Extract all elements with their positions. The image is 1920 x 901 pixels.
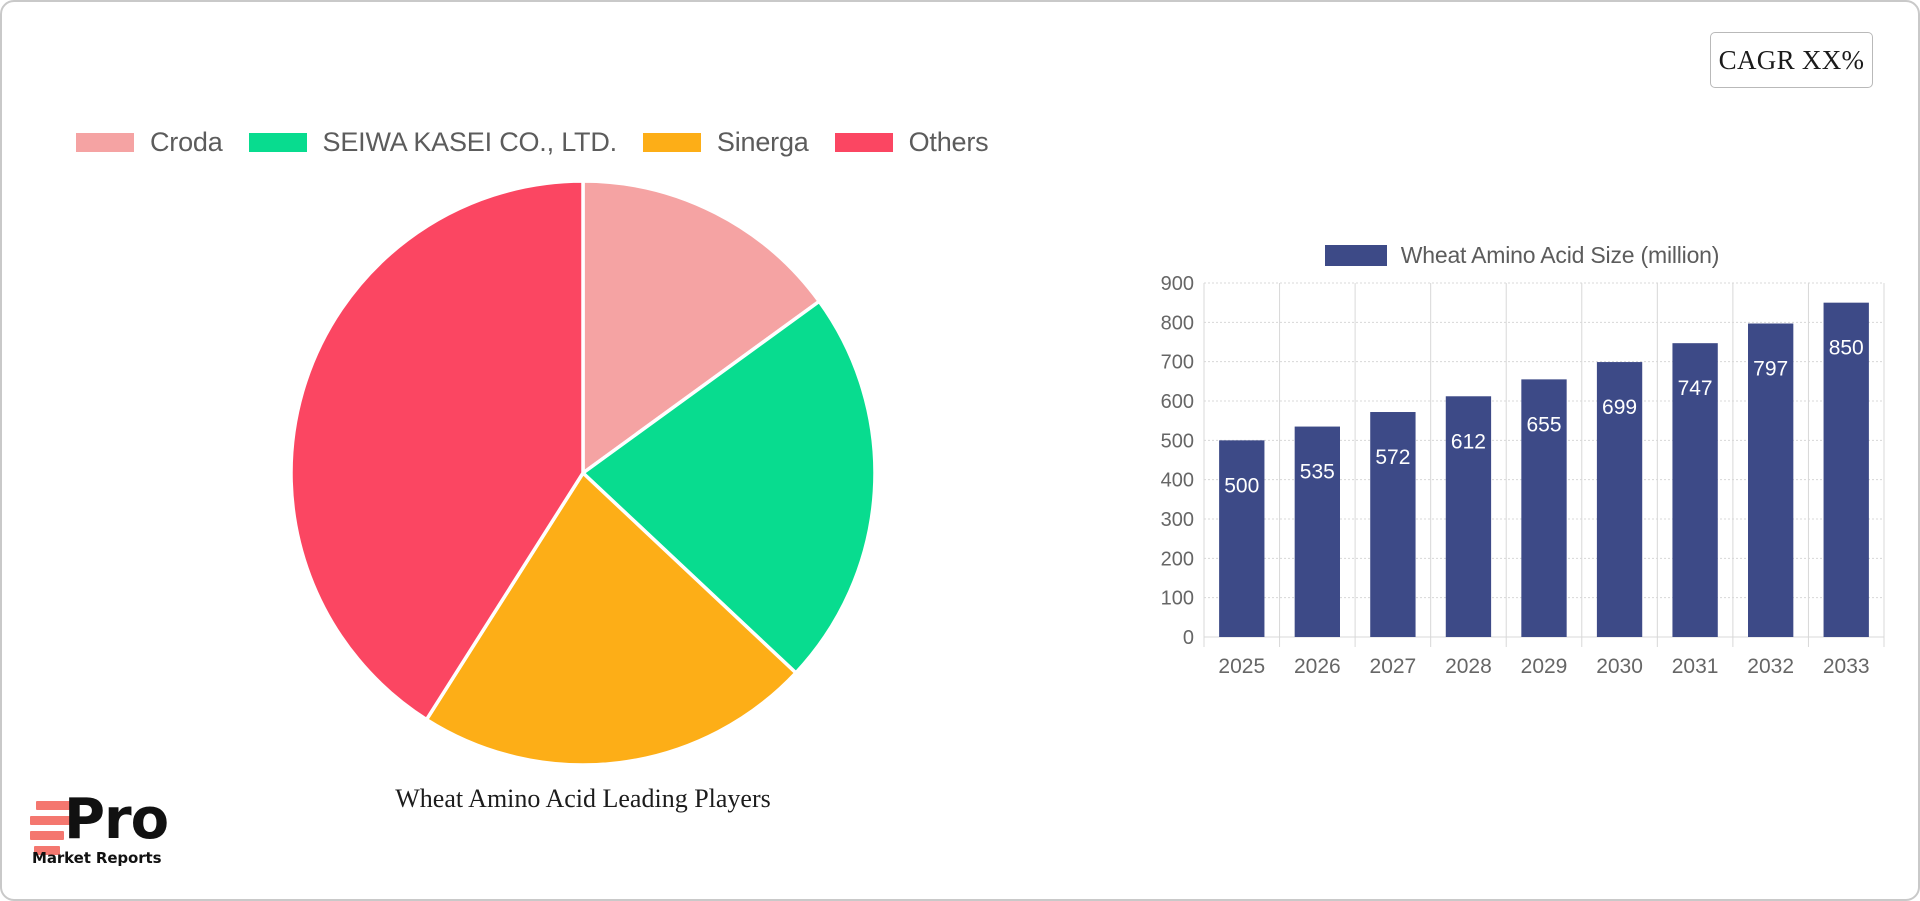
y-axis-tick-label: 500 [1161, 430, 1194, 452]
y-axis-tick-label: 300 [1161, 509, 1194, 531]
x-axis-tick-label: 2033 [1823, 655, 1870, 678]
x-axis-tick-label: 2030 [1596, 655, 1643, 678]
bar-value-label: 655 [1526, 413, 1561, 436]
bar[interactable] [1445, 396, 1492, 637]
y-axis-tick-label: 700 [1161, 352, 1194, 374]
x-axis-tick-label: 2029 [1521, 655, 1568, 678]
logo-bars-icon [30, 801, 74, 861]
bar-value-label: 500 [1224, 474, 1259, 497]
bar-value-label: 797 [1753, 358, 1788, 381]
pie-legend-item-croda[interactable]: Croda [76, 127, 223, 158]
bar[interactable] [1370, 412, 1416, 637]
logo-mark: Pro [28, 787, 208, 855]
bar[interactable] [1823, 302, 1869, 637]
legend-swatch-icon [1324, 245, 1387, 266]
bar-value-label: 699 [1602, 396, 1637, 419]
logo-wordmark: Pro [64, 787, 169, 852]
pie-legend-item-seiwa-kasei[interactable]: SEIWA KASEI CO., LTD. [248, 127, 618, 158]
pie-legend-label: Others [908, 127, 989, 157]
legend-swatch-icon [76, 133, 134, 152]
pie-legend-item-others[interactable]: Others [834, 127, 989, 158]
brand-logo: Pro Market Reports [28, 787, 208, 875]
y-axis-tick-label: 200 [1161, 548, 1194, 570]
x-axis-tick-label: 2026 [1294, 655, 1341, 678]
y-axis-tick-label: 800 [1161, 312, 1194, 334]
pie-slice[interactable] [580, 298, 877, 676]
pie-legend-label: SEIWA KASEI CO., LTD. [322, 127, 618, 157]
bar-value-label: 572 [1375, 446, 1410, 469]
bar[interactable] [1521, 379, 1567, 637]
logo-tagline: Market Reports [32, 849, 162, 867]
legend-swatch-icon [642, 133, 701, 152]
y-axis-tick-label: 600 [1161, 391, 1194, 413]
bar-value-label: 612 [1451, 430, 1486, 453]
y-axis-tick-label: 0 [1183, 627, 1194, 649]
pie-slice[interactable] [289, 179, 585, 722]
pie-slice[interactable] [424, 470, 799, 767]
y-axis-tick-label: 100 [1161, 588, 1194, 610]
pie-chart-title: Wheat Amino Acid Leading Players [395, 784, 771, 813]
bar-value-label: 850 [1829, 337, 1864, 360]
legend-swatch-icon [248, 133, 307, 152]
cagr-badge: CAGR XX% [1710, 32, 1873, 88]
bar[interactable] [1294, 426, 1340, 637]
bar[interactable] [1748, 323, 1794, 637]
x-axis-tick-label: 2027 [1370, 655, 1417, 678]
pie-legend: Croda SEIWA KASEI CO., LTD. Sinerga Othe… [76, 127, 1014, 158]
y-axis-tick-label: 400 [1161, 470, 1194, 492]
y-axis-tick-label: 900 [1161, 275, 1194, 295]
bar-value-label: 535 [1300, 461, 1335, 484]
pie-chart-svg [289, 179, 877, 767]
bar[interactable] [1219, 440, 1265, 637]
x-axis-tick-label: 2025 [1218, 655, 1265, 678]
pie-chart [288, 178, 878, 768]
bar[interactable] [1596, 362, 1643, 637]
x-axis-tick-label: 2032 [1747, 655, 1794, 678]
bar-chart-panel: Wheat Amino Acid Size (million) 0 100 200 3… [1142, 242, 1902, 682]
x-axis-tick-label: 2031 [1672, 655, 1719, 678]
legend-swatch-icon [834, 133, 893, 152]
bar-chart-legend[interactable]: Wheat Amino Acid Size (million) [1142, 242, 1902, 269]
x-axis-tick-label: 2028 [1445, 655, 1492, 678]
pie-legend-label: Croda [150, 127, 223, 157]
cagr-badge-label: CAGR XX% [1718, 44, 1865, 75]
pie-slice[interactable] [581, 179, 822, 477]
pie-legend-item-sinerga[interactable]: Sinerga [642, 127, 809, 158]
bar-value-label: 747 [1678, 377, 1713, 400]
bar-chart-svg: 0 100 200 300 400 500 600 700 800 900 500 2025 535 20… [1161, 275, 1885, 678]
bar-legend-label: Wheat Amino Acid Size (million) [1400, 242, 1720, 268]
pie-legend-label: Sinerga [716, 127, 809, 157]
bar[interactable] [1672, 343, 1718, 637]
